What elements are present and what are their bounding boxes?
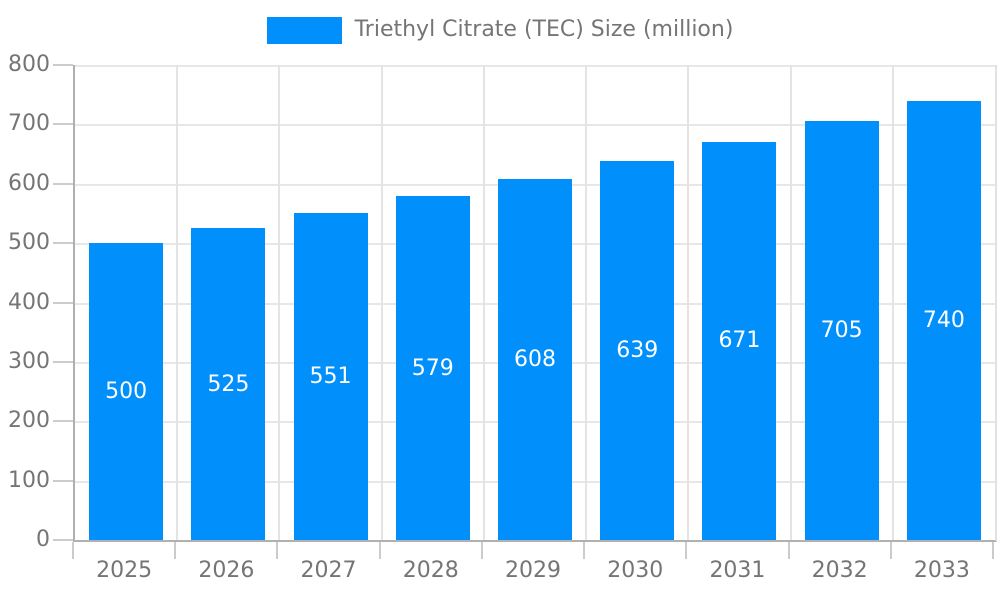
x-axis-tick	[174, 542, 177, 559]
bar-value-label: 671	[718, 328, 761, 354]
y-axis-tick	[53, 420, 73, 423]
x-axis-tick	[72, 542, 74, 559]
bar-value-label: 500	[105, 379, 148, 405]
y-axis-label: 400	[8, 289, 50, 315]
bar-value-label: 551	[309, 363, 352, 389]
y-axis-label: 600	[8, 170, 50, 196]
x-axis-tick	[583, 542, 586, 559]
y-axis-tick	[53, 301, 73, 304]
bar-2033[interactable]: 740	[906, 100, 981, 540]
y-axis-tick	[53, 242, 73, 245]
y-axis-tick	[53, 479, 73, 482]
gridline-v	[789, 65, 792, 540]
x-axis-label: 2025	[96, 558, 153, 583]
y-axis-tick	[53, 64, 73, 66]
bar-value-label: 740	[922, 307, 965, 333]
x-axis-label: 2028	[402, 558, 459, 583]
y-axis-tick	[53, 539, 73, 541]
x-axis-tick	[685, 542, 688, 559]
x-axis-tick	[889, 542, 892, 559]
y-axis-label: 300	[8, 348, 50, 374]
bar-value-label: 705	[820, 318, 863, 344]
y-axis-tick	[53, 123, 73, 126]
x-axis-tick	[787, 542, 790, 559]
y-axis-label: 100	[8, 467, 50, 493]
legend[interactable]: Triethyl Citrate (TEC) Size (million)	[0, 16, 1000, 44]
x-axis-label: 2029	[504, 558, 561, 583]
bar-2032[interactable]: 705	[804, 121, 879, 540]
y-axis-label: 700	[8, 111, 50, 137]
x-axis-label: 2033	[913, 558, 970, 583]
bar-2030[interactable]: 639	[600, 160, 675, 540]
gridline-v	[482, 65, 485, 540]
gridline-v	[278, 65, 281, 540]
y-axis-label: 800	[8, 52, 50, 77]
y-axis-label: 200	[8, 408, 50, 434]
y-axis-label: 500	[8, 230, 50, 256]
x-axis-label: 2026	[198, 558, 255, 583]
bar-value-label: 579	[411, 355, 454, 381]
plot-area: 500 525 551 579 608 639 671 705 740	[73, 65, 997, 542]
x-axis-tick	[378, 542, 381, 559]
bar-value-label: 608	[514, 347, 556, 372]
bar-value-label: 525	[207, 371, 250, 397]
bar-2029[interactable]: 608	[498, 179, 572, 540]
x-axis-label: 2027	[300, 558, 357, 583]
x-axis-label: 2032	[811, 558, 868, 583]
x-axis-tick	[276, 542, 279, 559]
bar-2025[interactable]: 500	[89, 243, 164, 540]
bar-2026[interactable]: 525	[191, 228, 266, 540]
x-axis-tick	[480, 542, 483, 559]
x-axis-tick	[992, 542, 994, 559]
x-axis-label: 2031	[709, 558, 766, 583]
bar-value-label: 639	[616, 337, 659, 363]
gridline-h	[75, 65, 995, 67]
gridline-v	[585, 65, 588, 540]
gridline-v	[891, 65, 894, 540]
gridline-v	[687, 65, 690, 540]
y-axis-tick	[53, 360, 73, 363]
gridline-h	[75, 124, 995, 127]
bar-2028[interactable]: 579	[395, 196, 470, 540]
y-axis-tick	[53, 182, 73, 185]
gridline-v	[380, 65, 383, 540]
bar-2031[interactable]: 671	[702, 141, 777, 540]
legend-swatch	[266, 16, 342, 44]
gridline-v	[176, 65, 179, 540]
legend-label: Triethyl Citrate (TEC) Size (million)	[354, 17, 734, 42]
y-axis-label: 0	[36, 527, 50, 552]
x-axis-label: 2030	[607, 558, 664, 583]
bar-2027[interactable]: 551	[293, 212, 368, 540]
